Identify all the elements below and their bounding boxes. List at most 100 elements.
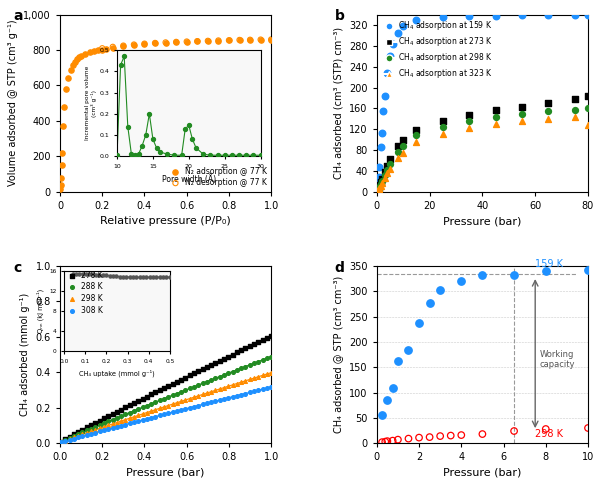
278 K bbox=[198, 365, 208, 373]
Point bbox=[438, 13, 448, 21]
Point bbox=[478, 430, 487, 438]
Point bbox=[412, 16, 421, 24]
278 K bbox=[215, 357, 224, 365]
N₂ adsorption @ 77 K bbox=[119, 42, 128, 50]
278 K bbox=[163, 382, 173, 390]
Point bbox=[380, 93, 389, 100]
298 K bbox=[159, 403, 169, 411]
N₂ adsorption @ 77 K bbox=[66, 67, 76, 75]
288 K bbox=[77, 429, 87, 436]
N₂ desorption @ 77 K bbox=[214, 37, 223, 44]
288 K bbox=[121, 411, 130, 418]
278 K bbox=[155, 386, 164, 394]
Point bbox=[517, 103, 527, 111]
298 K bbox=[151, 406, 160, 413]
N₂ adsorption @ 77 K bbox=[245, 36, 255, 44]
298 K bbox=[112, 419, 122, 427]
N₂ adsorption @ 77 K bbox=[256, 36, 265, 44]
298 K bbox=[129, 413, 139, 421]
298 K bbox=[198, 391, 208, 398]
Point bbox=[583, 121, 593, 129]
298 K bbox=[125, 414, 134, 422]
308 K bbox=[189, 403, 199, 411]
Point bbox=[544, 99, 553, 107]
298 K bbox=[224, 382, 233, 390]
N₂ desorption @ 77 K bbox=[266, 36, 276, 43]
Y-axis label: CH₄ adsorbed @ STP (cm³ cm⁻³): CH₄ adsorbed @ STP (cm³ cm⁻³) bbox=[334, 276, 344, 433]
Point bbox=[570, 95, 580, 103]
N₂ adsorption @ 77 K bbox=[59, 103, 69, 111]
Point bbox=[491, 120, 500, 128]
Point bbox=[509, 427, 519, 435]
278 K bbox=[202, 363, 212, 371]
278 K bbox=[206, 361, 216, 369]
Point bbox=[544, 108, 553, 115]
278 K bbox=[121, 404, 130, 412]
298 K bbox=[245, 375, 254, 383]
308 K bbox=[121, 421, 130, 429]
298 K bbox=[211, 387, 220, 394]
298 K bbox=[266, 369, 276, 376]
N₂ adsorption @ 77 K bbox=[57, 161, 67, 169]
N₂ adsorption @ 77 K bbox=[101, 45, 111, 53]
N₂ adsorption @ 77 K bbox=[161, 39, 170, 47]
N₂ adsorption @ 77 K bbox=[214, 37, 223, 44]
Point bbox=[377, 412, 387, 419]
298 K bbox=[219, 384, 229, 392]
278 K bbox=[86, 421, 96, 429]
288 K bbox=[219, 371, 229, 379]
288 K bbox=[241, 363, 250, 371]
278 K bbox=[219, 355, 229, 363]
288 K bbox=[228, 368, 238, 375]
N₂ adsorption @ 77 K bbox=[108, 44, 118, 52]
Point bbox=[438, 131, 448, 138]
Point bbox=[583, 11, 593, 19]
Point bbox=[373, 185, 383, 193]
278 K bbox=[82, 423, 92, 431]
Point bbox=[383, 396, 392, 404]
308 K bbox=[99, 426, 109, 434]
278 K bbox=[56, 438, 66, 446]
288 K bbox=[245, 361, 254, 369]
278 K bbox=[249, 340, 259, 348]
Point bbox=[379, 107, 388, 115]
308 K bbox=[245, 389, 254, 396]
Legend: CH$_4$ adsorption at 159 K, CH$_4$ adsorption at 273 K, CH$_4$ adsorption at 298: CH$_4$ adsorption at 159 K, CH$_4$ adsor… bbox=[380, 19, 494, 81]
288 K bbox=[151, 398, 160, 406]
308 K bbox=[77, 432, 87, 440]
N₂ desorption @ 77 K bbox=[97, 44, 107, 52]
Point bbox=[374, 185, 383, 192]
Point bbox=[464, 124, 474, 132]
288 K bbox=[95, 421, 104, 429]
298 K bbox=[232, 380, 242, 388]
308 K bbox=[142, 415, 152, 423]
Point bbox=[383, 166, 392, 174]
278 K bbox=[103, 412, 113, 420]
Point bbox=[517, 110, 527, 118]
298 K bbox=[73, 432, 83, 440]
N₂ desorption @ 77 K bbox=[203, 37, 212, 45]
308 K bbox=[91, 429, 100, 436]
278 K bbox=[168, 380, 178, 388]
278 K bbox=[254, 338, 263, 346]
288 K bbox=[133, 405, 143, 413]
298 K bbox=[103, 422, 113, 430]
Point bbox=[509, 271, 519, 279]
288 K bbox=[86, 425, 96, 432]
298 K bbox=[254, 373, 263, 381]
288 K bbox=[103, 417, 113, 425]
298 K bbox=[202, 389, 212, 397]
Point bbox=[393, 142, 403, 150]
288 K bbox=[108, 416, 118, 424]
308 K bbox=[176, 406, 186, 414]
288 K bbox=[163, 393, 173, 401]
308 K bbox=[181, 405, 190, 412]
Legend: 278 K, 288 K, 298 K, 308 K: 278 K, 288 K, 298 K, 308 K bbox=[64, 270, 104, 316]
288 K bbox=[232, 366, 242, 374]
288 K bbox=[215, 373, 224, 380]
288 K bbox=[181, 386, 190, 394]
Point bbox=[374, 163, 384, 170]
288 K bbox=[146, 400, 156, 408]
Text: c: c bbox=[14, 261, 22, 275]
278 K bbox=[146, 391, 156, 398]
